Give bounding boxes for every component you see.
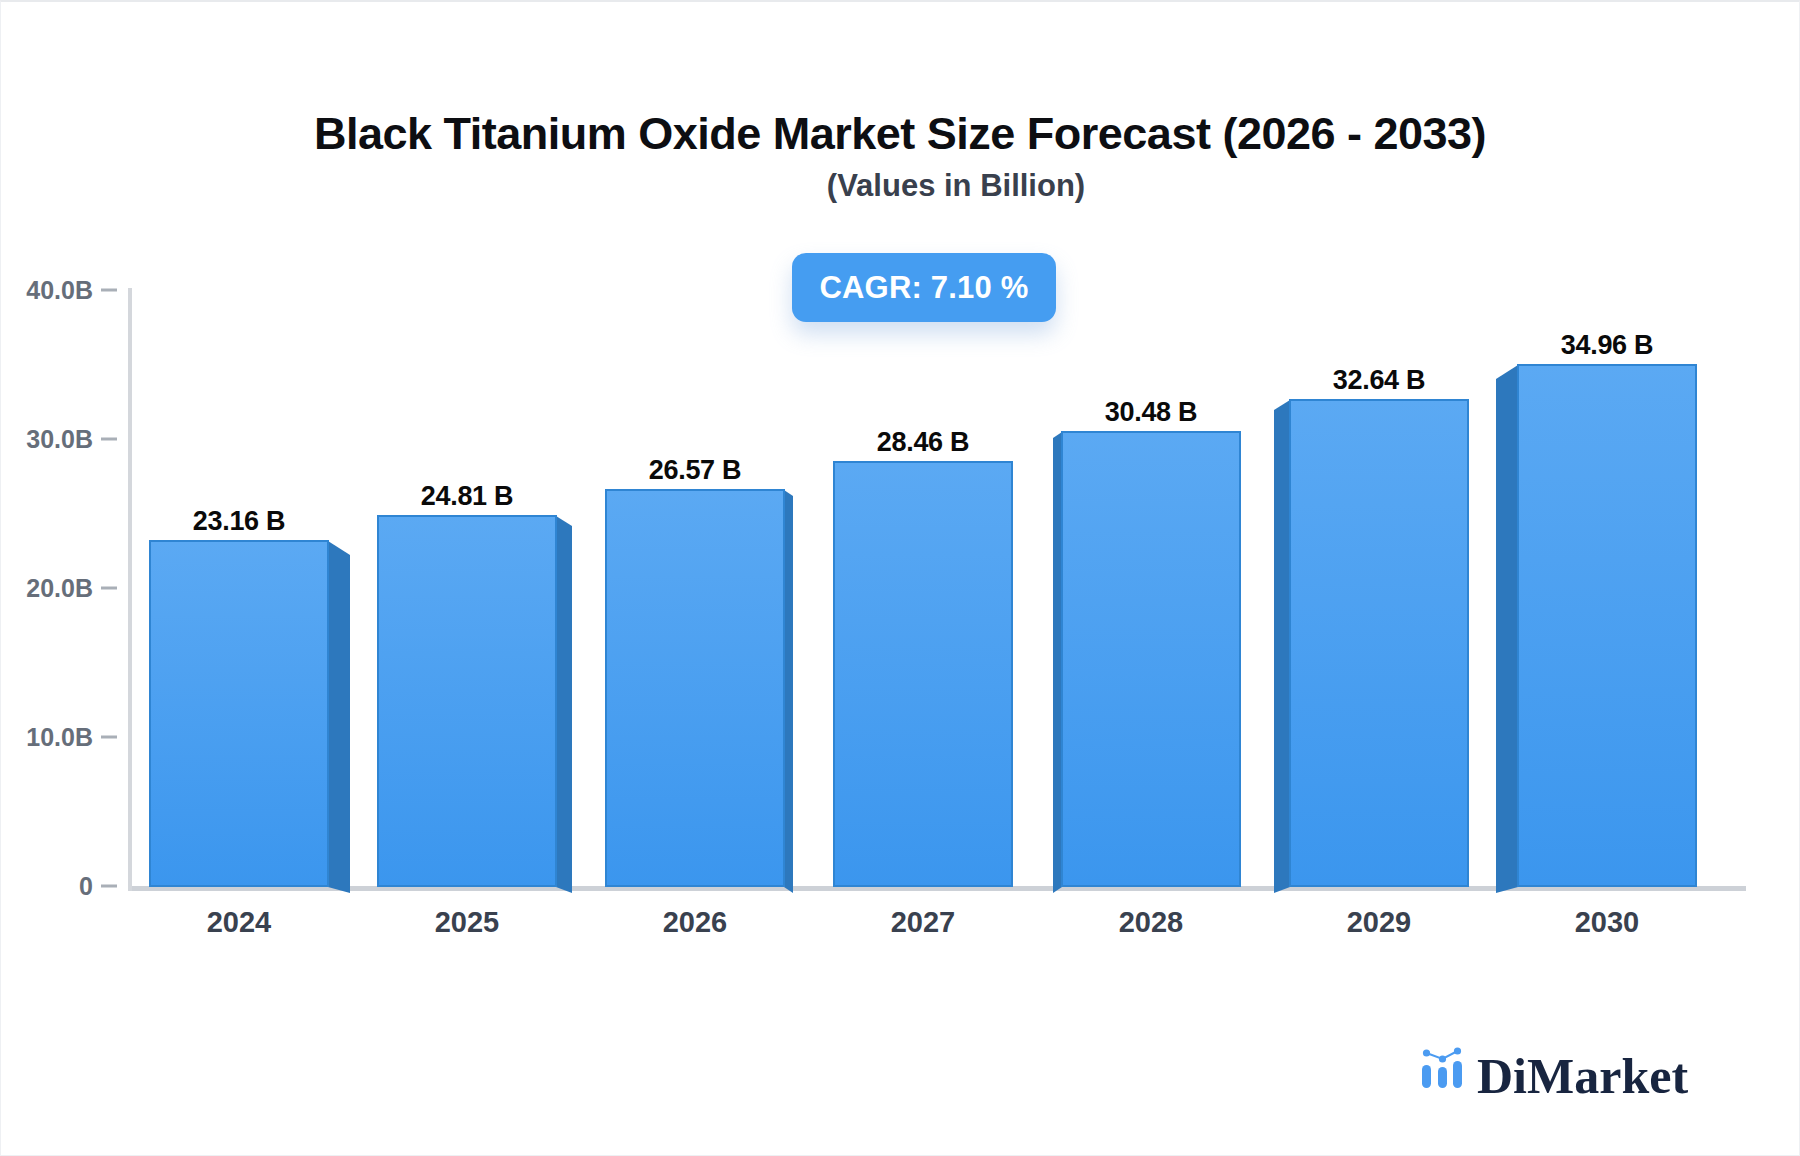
y-tick-label: 10.0B <box>26 723 93 751</box>
y-tick-mark <box>101 885 117 888</box>
y-tick-mark <box>101 438 117 441</box>
bar-front-face <box>834 462 1012 886</box>
dimarket-logo-text: DiMarket <box>1477 1051 1688 1101</box>
y-tick-label: 20.0B <box>26 574 93 602</box>
y-tick-label: 30.0B <box>26 425 93 453</box>
bar-side-face <box>784 490 793 893</box>
bar-front-face <box>606 490 784 886</box>
y-tick-label: 40.0B <box>26 276 93 304</box>
x-axis-label: 2029 <box>1347 906 1412 938</box>
bar-value-label: 30.48 B <box>1105 397 1197 427</box>
bar-value-label: 23.16 B <box>193 506 285 536</box>
bar-side-face <box>1053 432 1062 893</box>
bar-front-face <box>1518 365 1696 886</box>
bar-side-face <box>1274 400 1290 893</box>
y-tick-mark <box>101 289 117 292</box>
y-tick-mark <box>101 736 117 739</box>
bar-value-label: 32.64 B <box>1333 365 1425 395</box>
x-axis-label: 2027 <box>891 906 956 938</box>
dimarket-logo-icon <box>1418 1044 1474 1094</box>
bar-front-face <box>1062 432 1240 886</box>
bar-value-label: 24.81 B <box>421 481 513 511</box>
x-axis-label: 2030 <box>1575 906 1640 938</box>
x-axis-label: 2028 <box>1119 906 1184 938</box>
bar-chart: 0 10.0B 20.0B 30.0B 40.0B 23.16 B 2024 24.81 B 2… <box>0 0 1800 1156</box>
y-tick-label: 0 <box>79 872 93 900</box>
bar-side-face <box>556 516 572 893</box>
x-axis-label: 2026 <box>663 906 728 938</box>
bar-front-face <box>150 541 328 886</box>
bar-value-label: 34.96 B <box>1561 330 1653 360</box>
y-tick-mark <box>101 587 117 590</box>
bar-front-face <box>378 516 556 886</box>
bar-value-label: 26.57 B <box>649 455 741 485</box>
x-axis-label: 2024 <box>207 906 272 938</box>
x-axis-label: 2025 <box>435 906 500 938</box>
bar-value-label: 28.46 B <box>877 427 969 457</box>
bar-front-face <box>1290 400 1468 886</box>
y-axis-line <box>128 288 132 891</box>
bar-side-face <box>328 541 350 893</box>
bar-side-face <box>1496 365 1518 893</box>
